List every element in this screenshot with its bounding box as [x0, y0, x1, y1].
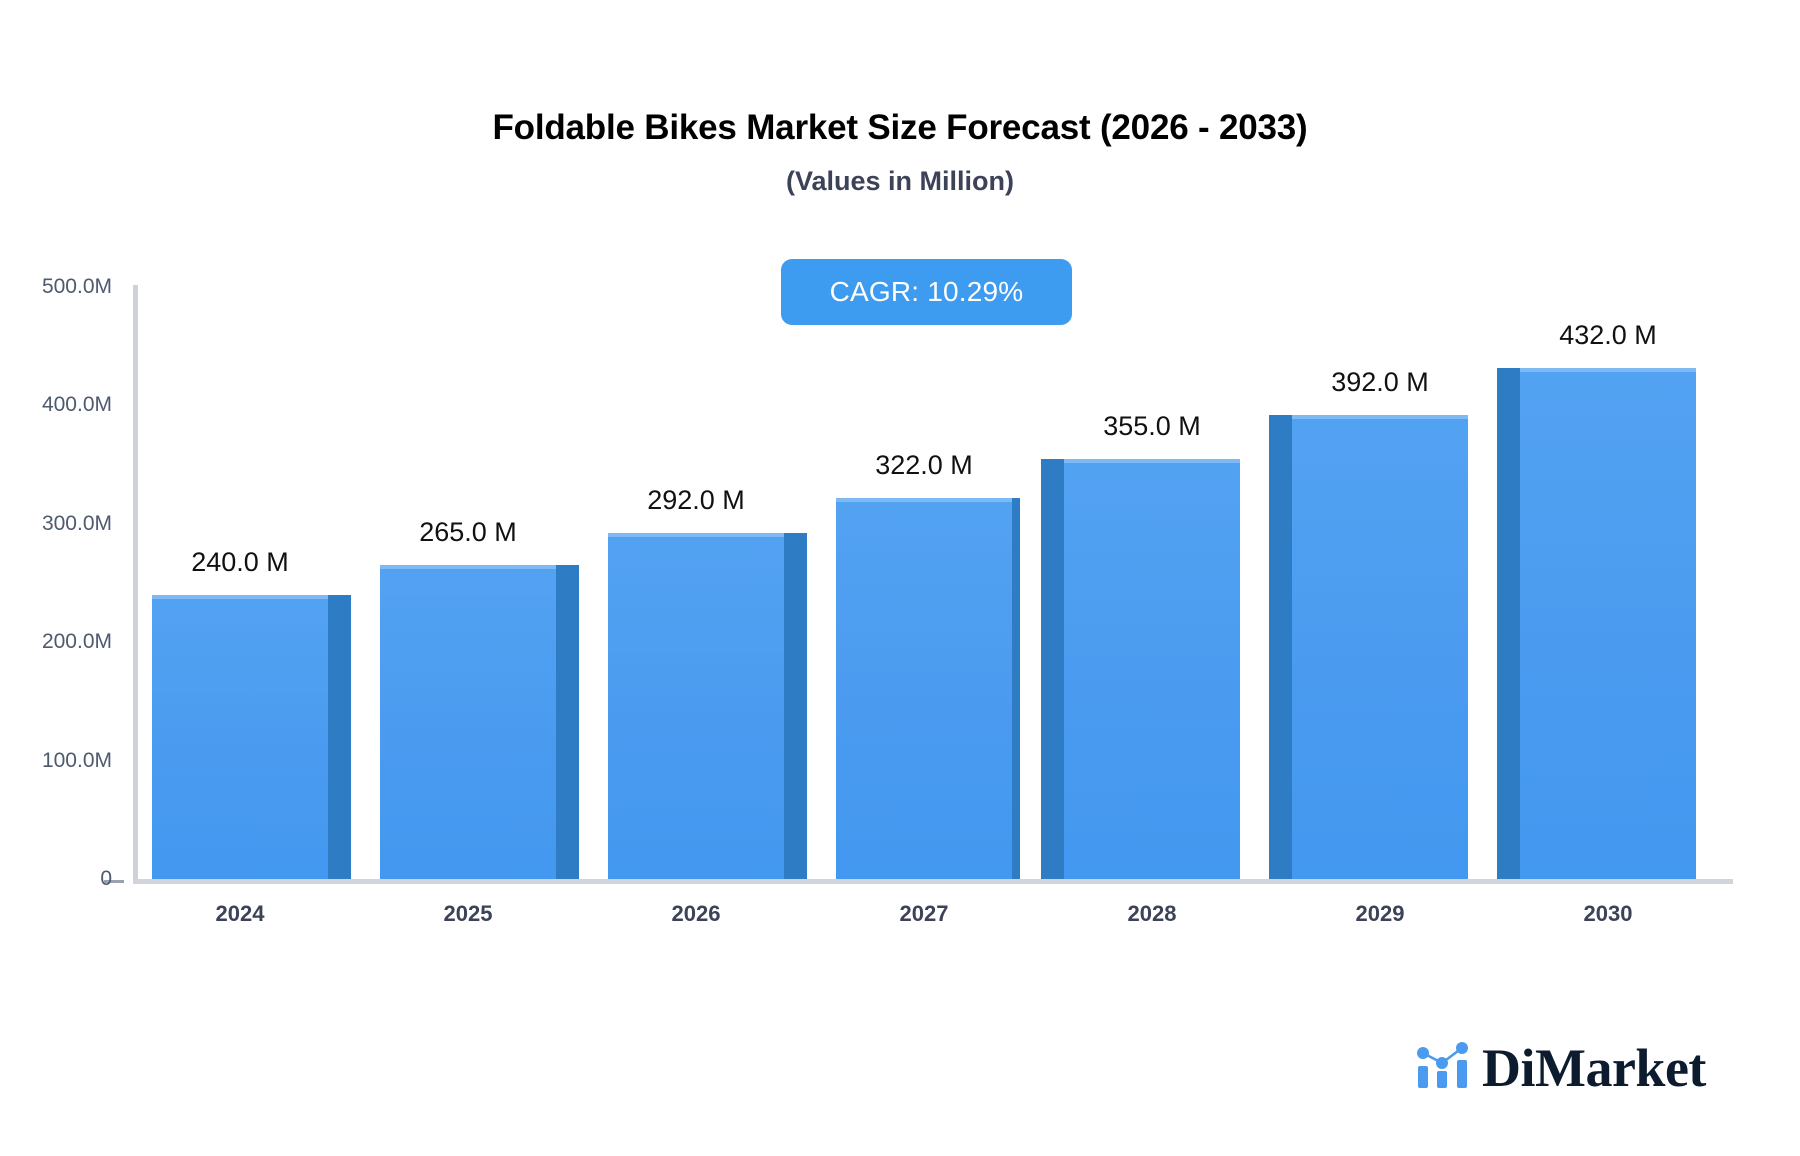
x-axis-tick-label: 2026	[671, 901, 721, 926]
brand-logo: DiMarket	[1416, 1040, 1706, 1095]
bar-chart-icon	[1416, 1040, 1470, 1095]
bar-top-face	[608, 533, 784, 538]
bar-side-face	[328, 594, 351, 879]
brand-logo-text: DiMarket	[1482, 1037, 1706, 1098]
x-axis-tick-label: 2025	[443, 901, 493, 926]
bar-value-label: 240.0 M	[191, 546, 289, 577]
bar-2025	[380, 556, 579, 879]
cagr-badge-label: CAGR: 10.29%	[829, 276, 1024, 307]
bar-top-face	[152, 594, 328, 599]
bar-top-face	[1520, 367, 1696, 372]
bar-value-label: 392.0 M	[1331, 366, 1429, 397]
chart-subtitle: (Values in Million)	[785, 166, 1015, 196]
y-axis-tick-label: 300.0M	[41, 511, 112, 535]
bar-side-face	[1012, 497, 1020, 879]
bar-2029	[1269, 406, 1468, 879]
bar-side-face	[1269, 414, 1292, 879]
bar-front-face	[380, 565, 556, 879]
x-axis-tick-label: 2028	[1127, 901, 1177, 926]
bar-top-face	[1292, 414, 1468, 419]
page-title: Foldable Bikes Market Size Forecast (202…	[492, 108, 1308, 147]
y-axis-zero-tick	[104, 880, 124, 883]
bar-side-face	[784, 533, 807, 879]
y-axis-tick-label: 500.0M	[41, 275, 112, 298]
bar-front-face	[836, 497, 1012, 879]
x-axis-tick-label: 2029	[1355, 901, 1405, 926]
bar-front-face	[1292, 414, 1468, 879]
bar-value-label: 322.0 M	[875, 449, 973, 480]
bar-value-label: 432.0 M	[1559, 319, 1657, 350]
bar-2028	[1041, 450, 1240, 879]
bar-top-face	[380, 565, 556, 570]
y-axis-line	[133, 285, 138, 882]
bar-value-label: 355.0 M	[1103, 410, 1201, 441]
x-axis-line	[133, 879, 1733, 884]
x-axis-tick-label: 2030	[1583, 901, 1633, 926]
bar-2030	[1497, 359, 1696, 879]
bar-front-face	[1064, 458, 1240, 879]
bar-front-face	[1520, 367, 1696, 879]
x-axis-tick-label: 2024	[215, 901, 265, 926]
bar-value-label: 292.0 M	[647, 485, 745, 516]
y-axis-tick-label: 400.0M	[41, 393, 112, 417]
bar-side-face	[556, 565, 579, 879]
bar-2027	[836, 489, 1020, 879]
bar-value-label: 265.0 M	[419, 517, 517, 548]
y-axis-tick-label: 0	[100, 867, 112, 890]
cagr-badge: CAGR: 10.29%	[781, 259, 1072, 325]
y-axis-tick-label: 100.0M	[41, 748, 112, 772]
bar-2024	[152, 586, 351, 879]
x-axis-tick-label: 2027	[899, 901, 949, 926]
bar-2026	[608, 524, 807, 879]
y-axis-tick-label: 200.0M	[41, 630, 112, 654]
bar-top-face	[1064, 458, 1240, 463]
bar-front-face	[152, 594, 328, 879]
bar-front-face	[608, 533, 784, 879]
bar-side-face	[1041, 458, 1064, 879]
bar-top-face	[836, 497, 1012, 502]
bar-side-face	[1497, 367, 1520, 879]
